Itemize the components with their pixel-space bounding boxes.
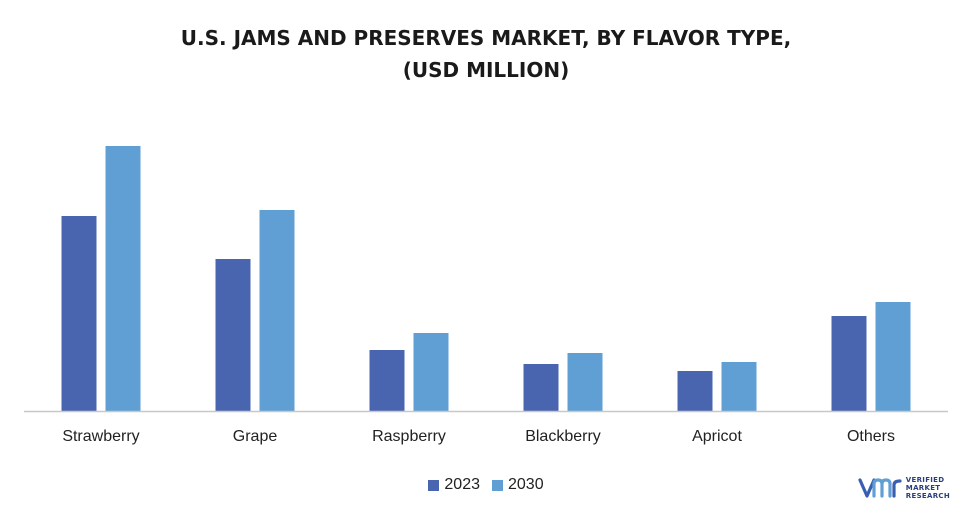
chart-title: U.S. JAMS AND PRESERVES MARKET, BY FLAVO… bbox=[0, 22, 972, 86]
bar-strawberry-2030 bbox=[105, 146, 141, 411]
bar-apricot-2030 bbox=[721, 362, 757, 411]
x-tick-label-blackberry: Blackberry bbox=[525, 428, 601, 445]
bar-raspberry-2030 bbox=[413, 333, 449, 411]
bar-chart: Strawberry Grape Raspberry Blackberry Aprico… bbox=[24, 146, 948, 445]
bar-grape-2023 bbox=[215, 259, 251, 411]
chart-title-line-2: (USD MILLION) bbox=[402, 58, 570, 82]
chart-title-line-1: U.S. JAMS AND PRESERVES MARKET, BY FLAVO… bbox=[180, 26, 792, 50]
legend-label-2030: 2030 bbox=[508, 476, 544, 493]
bar-others-2030 bbox=[875, 302, 911, 411]
logo-text-research: RESEARCH bbox=[905, 492, 950, 500]
legend-item-2030: 2030 bbox=[492, 476, 544, 494]
legend: 2023 2030 bbox=[0, 476, 972, 494]
x-tick-label-apricot: Apricot bbox=[692, 428, 742, 445]
x-tick-label-strawberry: Strawberry bbox=[62, 428, 139, 445]
legend-swatch-2030 bbox=[492, 479, 503, 491]
logo-text-market: MARKET bbox=[905, 484, 941, 492]
bar-strawberry-2023 bbox=[61, 216, 97, 411]
bar-apricot-2023 bbox=[677, 371, 713, 411]
vmr-logo-icon bbox=[858, 478, 902, 498]
bar-blackberry-2030 bbox=[567, 353, 603, 411]
x-tick-label-raspberry: Raspberry bbox=[372, 428, 446, 445]
x-tick-label-others: Others bbox=[847, 428, 895, 445]
legend-label-2023: 2023 bbox=[444, 476, 480, 493]
bar-raspberry-2023 bbox=[369, 350, 405, 411]
vmr-logo: VERIFIED MARKET RESEARCH bbox=[858, 476, 950, 500]
bar-blackberry-2023 bbox=[523, 364, 559, 411]
legend-swatch-2023 bbox=[428, 479, 440, 491]
legend-item-2023: 2023 bbox=[428, 476, 480, 494]
bar-others-2023 bbox=[831, 316, 867, 411]
logo-text-verified: VERIFIED bbox=[905, 476, 945, 484]
x-tick-label-grape: Grape bbox=[233, 428, 278, 445]
bar-grape-2030 bbox=[259, 210, 295, 411]
